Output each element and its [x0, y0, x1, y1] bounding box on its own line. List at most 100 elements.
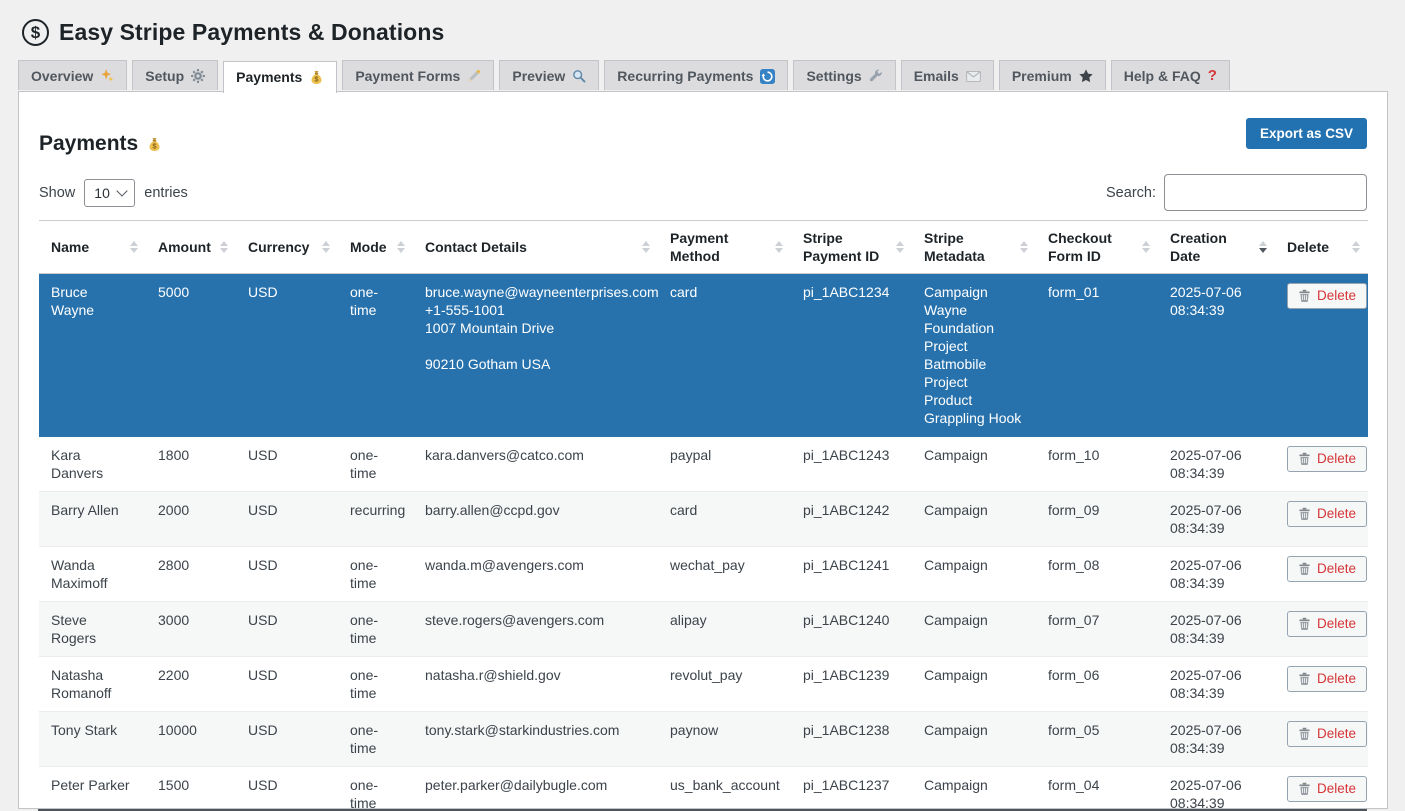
column-header-amount[interactable]: Amount [146, 220, 236, 274]
tab-overview[interactable]: Overview [18, 60, 128, 90]
star-icon [1079, 69, 1093, 83]
cell-delete: Delete [1275, 711, 1368, 767]
column-header-payment-method[interactable]: Payment Method [658, 220, 791, 274]
column-header-mode[interactable]: Mode [338, 220, 413, 274]
delete-button[interactable]: Delete [1287, 446, 1368, 472]
column-header-currency[interactable]: Currency [236, 220, 338, 274]
cell-metadata: Campaign [912, 491, 1036, 547]
delete-button[interactable]: Delete [1287, 721, 1368, 747]
delete-button[interactable]: Delete [1287, 501, 1368, 527]
cell-contact: natasha.r@shield.gov [413, 656, 658, 712]
cell-stripe_id: pi_1ABC1238 [791, 711, 912, 767]
tab-recurring-payments[interactable]: Recurring Payments [604, 60, 789, 90]
column-header-label: Mode [350, 239, 387, 255]
table-controls: Show 10 entries Search: [39, 174, 1367, 211]
tab-preview[interactable]: Preview [499, 60, 600, 90]
cell-contact: barry.allen@ccpd.gov [413, 491, 658, 547]
table-row[interactable]: Tony Stark 10000 USD one-time tony.stark@sta… [39, 711, 1368, 767]
cell-contact: peter.parker@dailybugle.com [413, 766, 658, 811]
cell-metadata: Campaign [912, 436, 1036, 492]
cell-amount: 1800 [146, 436, 236, 492]
cell-contact: kara.danvers@catco.com [413, 436, 658, 492]
cell-currency: USD [236, 766, 338, 811]
export-csv-button[interactable]: Export as CSV [1245, 118, 1367, 149]
page-length-select[interactable]: 10 [84, 178, 136, 207]
tab-help-faq[interactable]: Help & FAQ? [1110, 60, 1230, 90]
payments-table: Name Amount Currency Mode Contact Details Pay… [39, 220, 1368, 811]
tab-bar: Overview Setup Payments $ Payment Forms Previ… [0, 59, 1405, 93]
cell-stripe_id: pi_1ABC1234 [791, 273, 912, 437]
column-header-delete[interactable]: Delete [1275, 220, 1368, 274]
cell-currency: USD [236, 491, 338, 547]
delete-button[interactable]: Delete [1287, 666, 1368, 692]
delete-button[interactable]: Delete [1287, 776, 1368, 802]
tab-settings[interactable]: Settings [793, 60, 896, 90]
cell-amount: 10000 [146, 711, 236, 767]
delete-button-label: Delete [1317, 288, 1357, 303]
cell-stripe_id: pi_1ABC1237 [791, 766, 912, 811]
column-header-checkout-form-id[interactable]: Checkout Form ID [1036, 220, 1158, 274]
cell-contact: steve.rogers@avengers.com [413, 601, 658, 657]
cell-metadata: Campaign [912, 766, 1036, 811]
sort-icon [322, 241, 330, 253]
cell-method: paynow [658, 711, 791, 767]
tab-setup[interactable]: Setup [132, 60, 219, 90]
tab-premium[interactable]: Premium [998, 60, 1106, 90]
page-length-group: Show 10 entries [39, 178, 188, 207]
pencil-icon [467, 69, 481, 83]
cell-mode: one-time [338, 546, 413, 602]
trash-icon [1298, 727, 1311, 740]
cell-metadata: Campaign [912, 711, 1036, 767]
delete-button[interactable]: Delete [1287, 556, 1368, 582]
cell-delete: Delete [1275, 436, 1368, 492]
table-row[interactable]: Natasha Romanoff 2200 USD one-time natasha.r… [39, 656, 1368, 712]
table-row[interactable]: Wanda Maximoff 2800 USD one-time wanda.m@ave… [39, 546, 1368, 602]
column-header-label: Stripe Metadata [924, 230, 985, 264]
delete-button[interactable]: Delete [1287, 611, 1368, 637]
delete-button[interactable]: Delete [1287, 283, 1368, 309]
cell-form_id: form_09 [1036, 491, 1158, 547]
search-input[interactable] [1164, 174, 1367, 211]
tab-payments[interactable]: Payments $ [223, 61, 338, 93]
column-header-contact-details[interactable]: Contact Details [413, 220, 658, 274]
sort-icon [1259, 241, 1267, 253]
content-panel: Export as CSV Payments $ Show 10 entries… [18, 91, 1388, 811]
cell-form_id: form_05 [1036, 711, 1158, 767]
gear-icon [191, 69, 206, 83]
delete-button-label: Delete [1317, 561, 1357, 576]
table-row[interactable]: Barry Allen 2000 USD recurring barry.allen@c… [39, 491, 1368, 547]
column-header-label: Name [51, 239, 90, 255]
table-row[interactable]: Bruce Wayne 5000 USD one-time bruce.wayne@wa… [39, 273, 1368, 437]
cell-currency: USD [236, 546, 338, 602]
cell-name: Barry Allen [39, 491, 146, 547]
tab-payment-forms[interactable]: Payment Forms [342, 60, 495, 90]
cell-metadata: Campaign [912, 656, 1036, 712]
cell-delete: Delete [1275, 546, 1368, 602]
column-header-name[interactable]: Name [39, 220, 146, 274]
entries-label: entries [144, 184, 188, 201]
table-row[interactable]: Peter Parker 1500 USD one-time peter.parker@… [39, 766, 1368, 811]
dollar-circle-icon: $ [22, 19, 49, 46]
search-label: Search: [1106, 184, 1156, 201]
tab-emails[interactable]: Emails [900, 60, 994, 90]
tab-label: Setup [145, 68, 185, 84]
cell-currency: USD [236, 436, 338, 492]
column-header-stripe-payment-id[interactable]: Stripe Payment ID [791, 220, 912, 274]
trash-icon [1298, 782, 1311, 795]
cell-contact: tony.stark@starkindustries.com [413, 711, 658, 767]
cell-metadata: Campaign [912, 601, 1036, 657]
table-row[interactable]: Kara Danvers 1800 USD one-time kara.danvers@… [39, 436, 1368, 492]
cell-currency: USD [236, 601, 338, 657]
column-header-creation-date[interactable]: Creation Date [1158, 220, 1275, 274]
cell-method: card [658, 273, 791, 437]
cell-amount: 3000 [146, 601, 236, 657]
sort-icon [220, 241, 228, 253]
column-header-label: Currency [248, 239, 310, 255]
column-header-stripe-metadata[interactable]: Stripe Metadata [912, 220, 1036, 274]
cell-stripe_id: pi_1ABC1241 [791, 546, 912, 602]
table-row[interactable]: Steve Rogers 3000 USD one-time steve.rogers@… [39, 601, 1368, 657]
cell-method: card [658, 491, 791, 547]
trash-icon [1298, 617, 1311, 630]
cell-date: 2025-07-06 08:34:39 [1158, 546, 1275, 602]
cell-currency: USD [236, 273, 338, 437]
